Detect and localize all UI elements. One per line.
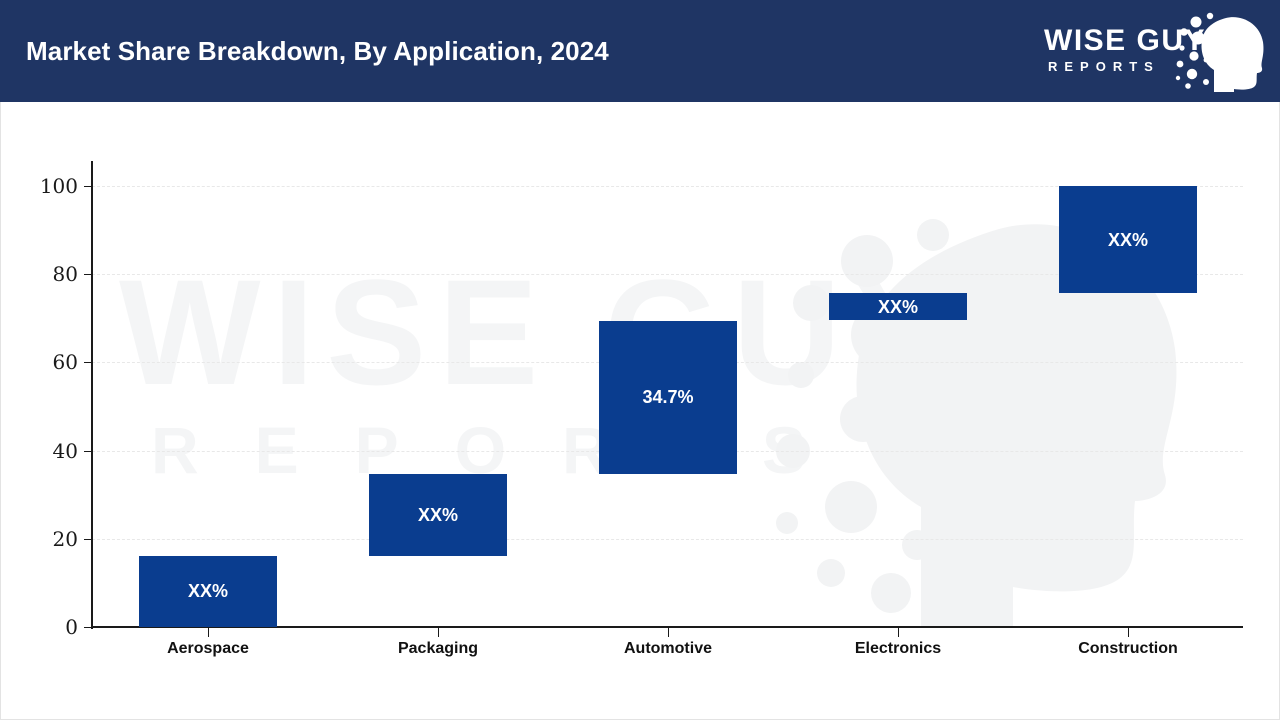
page-title: Market Share Breakdown, By Application, … (26, 36, 609, 66)
x-axis-tick-label: Construction (1078, 640, 1178, 657)
x-axis-tick-mark (1128, 628, 1129, 637)
y-axis-tick-mark (84, 362, 92, 364)
x-axis-tick-label: Packaging (397, 640, 479, 657)
y-axis-tick-mark (84, 186, 92, 187)
y-axis-tick-label: 60 (52, 350, 78, 375)
x-axis-tick-mark (898, 628, 899, 637)
y-axis-tick-mark (84, 538, 92, 540)
y-axis-line (91, 161, 93, 629)
x-axis-tick-label: Automotive (624, 640, 712, 657)
x-axis-tick-mark (668, 628, 669, 637)
bar-value-label: XX% (1107, 229, 1149, 250)
plot-area: 0 20 40 60 80 100 Aerospace Packaging Automotiv… (1, 102, 1279, 719)
wise-guy-reports-logo: WISE GUY REPORTS (1022, 8, 1274, 94)
y-axis-tick-mark (84, 627, 92, 628)
bar-value-label: XX% (877, 296, 919, 317)
x-axis-tick-label: Electronics (854, 640, 942, 657)
x-axis-tick-mark (208, 628, 209, 637)
logo-subwordmark: REPORTS (1048, 59, 1160, 74)
bar[interactable]: 34.7% (599, 320, 737, 474)
bar-value-label: XX% (187, 581, 229, 602)
x-axis-line (91, 626, 1243, 628)
chart-body: WISE GUY REPORTS (0, 102, 1280, 720)
gridline (92, 274, 1243, 276)
x-axis-tick-label: Aerospace (167, 640, 249, 657)
y-axis-tick-label: 80 (52, 262, 78, 287)
y-axis-tick-mark (84, 274, 92, 276)
bar-value-label: 34.7% (642, 387, 694, 407)
y-axis-tick-mark (84, 450, 92, 452)
y-axis-tick-label: 40 (52, 438, 78, 463)
bar[interactable]: XX% (369, 473, 507, 556)
logo-wordmark: WISE GUY (1044, 24, 1207, 57)
y-axis-tick-label: 0 (65, 615, 78, 639)
bar[interactable]: XX% (139, 555, 277, 627)
header-bar: Market Share Breakdown, By Application, … (0, 0, 1280, 102)
y-axis-tick-label: 100 (39, 174, 78, 198)
bar[interactable]: XX% (1059, 186, 1197, 294)
bar[interactable]: XX% (829, 293, 967, 321)
gridline (92, 186, 1243, 187)
bar-value-label: XX% (417, 504, 459, 525)
x-axis-tick-mark (438, 628, 439, 637)
gridline (92, 538, 1243, 540)
y-axis-tick-label: 20 (52, 526, 78, 551)
dotted-head-profile-icon (1175, 12, 1264, 92)
